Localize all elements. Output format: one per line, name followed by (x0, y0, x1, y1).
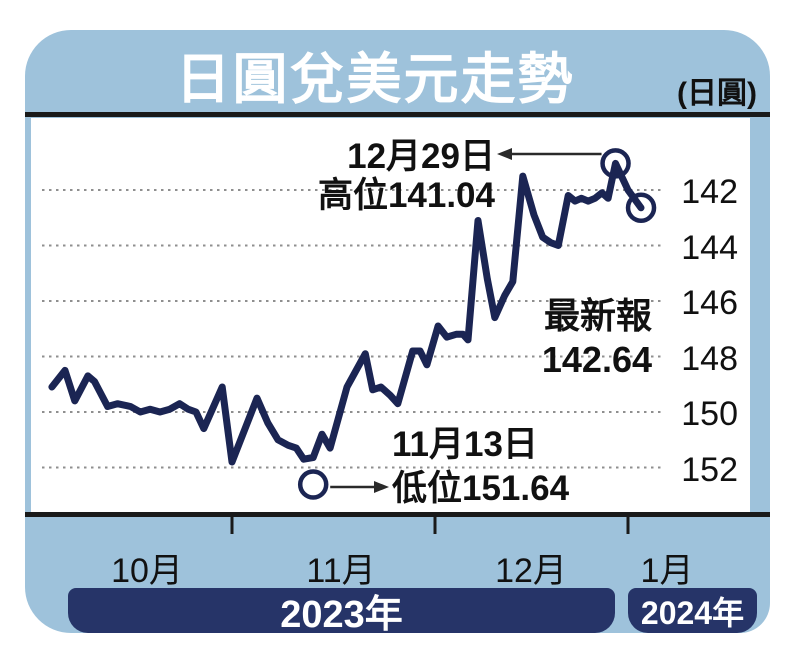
high-date-label: 12月29日 (347, 137, 495, 176)
latest-date-label: 最新報 (543, 295, 652, 336)
year-band-2024: 2024年 (628, 588, 757, 633)
year-2024-label: 2024年 (640, 594, 745, 631)
latest-value-label: 142.64 (541, 339, 652, 380)
x-axis-line (25, 512, 770, 517)
annotation-latest: 最新報 142.64 (542, 294, 652, 382)
price-line (48, 159, 645, 466)
plot-area (31, 118, 750, 512)
low-arrow-head (374, 481, 389, 493)
low-date-label: 11月13日 (392, 425, 538, 464)
year-band-2023: 2023年 (68, 588, 615, 636)
chart-title: 日圓兌美元走勢 (175, 48, 575, 110)
high-point-marker (600, 148, 631, 179)
high-value-label: 高位141.04 (317, 176, 495, 215)
year-2023-label: 2023年 (280, 594, 403, 636)
latest-point-marker (625, 192, 657, 224)
annotation-high: 12月29日 高位141.04 (318, 137, 495, 215)
axis-unit-label: (日圓) (677, 77, 757, 110)
header-divider-line (25, 112, 770, 117)
annotation-low: 11月13日 低位151.64 (392, 423, 569, 511)
low-value-label: 低位151.64 (392, 469, 570, 508)
high-arrow-head (497, 148, 512, 160)
low-point-marker (297, 469, 329, 500)
